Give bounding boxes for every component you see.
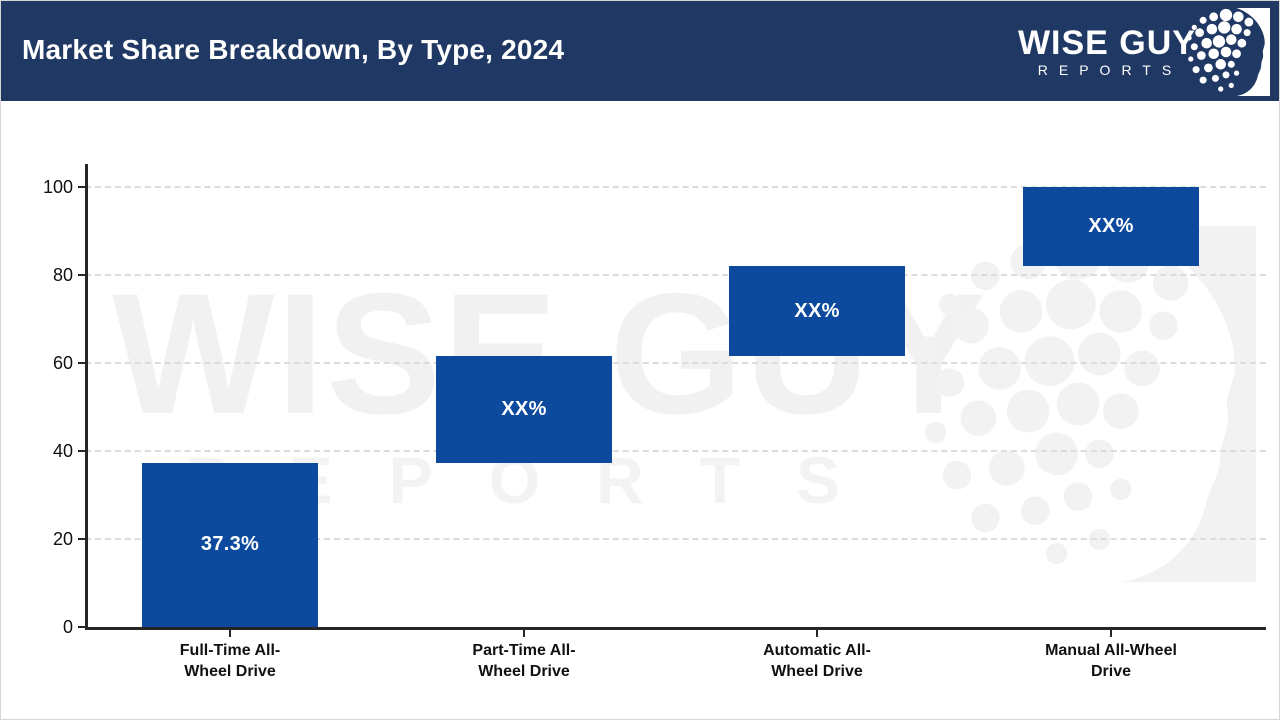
category-label-line1: Part-Time All-: [472, 642, 576, 659]
gridline-40: [85, 450, 1266, 452]
y-tickmark-40: [78, 450, 85, 452]
brand-head-icon: [1186, 8, 1270, 96]
brand-logo-text: WISE GUY REPORTS: [1017, 23, 1196, 79]
y-tickmark-20: [78, 538, 85, 540]
y-tickmark-100: [78, 186, 85, 188]
bar-4: XX%: [1023, 187, 1199, 267]
y-tick-label: 80: [52, 265, 73, 285]
brand-name: WISE GUY: [1017, 23, 1196, 62]
brand-tagline: REPORTS: [1037, 62, 1183, 79]
gridline-20: [85, 538, 1266, 540]
bar-3: XX%: [729, 266, 905, 357]
bar-value-label: XX%: [1088, 215, 1134, 238]
y-tick-label: 100: [42, 177, 73, 197]
bar-value-label: XX%: [501, 398, 547, 421]
x-tickmark-1: [229, 630, 231, 637]
x-tickmark-3: [816, 630, 818, 637]
y-tickmark-80: [78, 274, 85, 276]
y-tick-label: 60: [52, 353, 73, 373]
category-label-2: Part-Time All- Wheel Drive: [404, 640, 644, 682]
y-tickmark-0: [78, 626, 85, 628]
gridline-100: [85, 186, 1266, 188]
category-label-line2: Wheel Drive: [184, 663, 276, 680]
y-tickmark-60: [78, 362, 85, 364]
category-label-1: Full-Time All- Wheel Drive: [110, 640, 350, 682]
header-bar: Market Share Breakdown, By Type, 2024 WI…: [0, 0, 1280, 101]
bar-2: XX%: [436, 356, 612, 463]
gridline-80: [85, 274, 1266, 276]
page-title: Market Share Breakdown, By Type, 2024: [22, 34, 565, 65]
watermark-head-icon: [917, 226, 1256, 582]
y-tick-label: 0: [62, 617, 73, 637]
category-label-line1: Manual All-Wheel: [1045, 642, 1177, 659]
y-tick-label: 20: [52, 529, 73, 549]
gridline-60: [85, 362, 1266, 364]
category-label-3: Automatic All- Wheel Drive: [697, 640, 937, 682]
category-label-line1: Full-Time All-: [179, 642, 281, 659]
x-axis-line: [85, 627, 1266, 630]
category-label-line2: Wheel Drive: [771, 663, 863, 680]
x-tickmark-4: [1110, 630, 1112, 637]
brand-logo: WISE GUY REPORTS: [1018, 6, 1270, 98]
bar-value-label: 37.3%: [200, 533, 260, 556]
y-tick-label: 40: [52, 441, 73, 461]
category-label-line1: Automatic All-: [763, 642, 871, 659]
category-label-line2: Wheel Drive: [478, 663, 570, 680]
y-axis-line: [85, 164, 88, 630]
bar-1: 37.3%: [142, 462, 318, 627]
bar-value-label: XX%: [794, 299, 840, 322]
category-label-line2: Drive: [1090, 663, 1132, 680]
x-tickmark-2: [523, 630, 525, 637]
category-label-4: Manual All-Wheel Drive: [991, 640, 1231, 682]
